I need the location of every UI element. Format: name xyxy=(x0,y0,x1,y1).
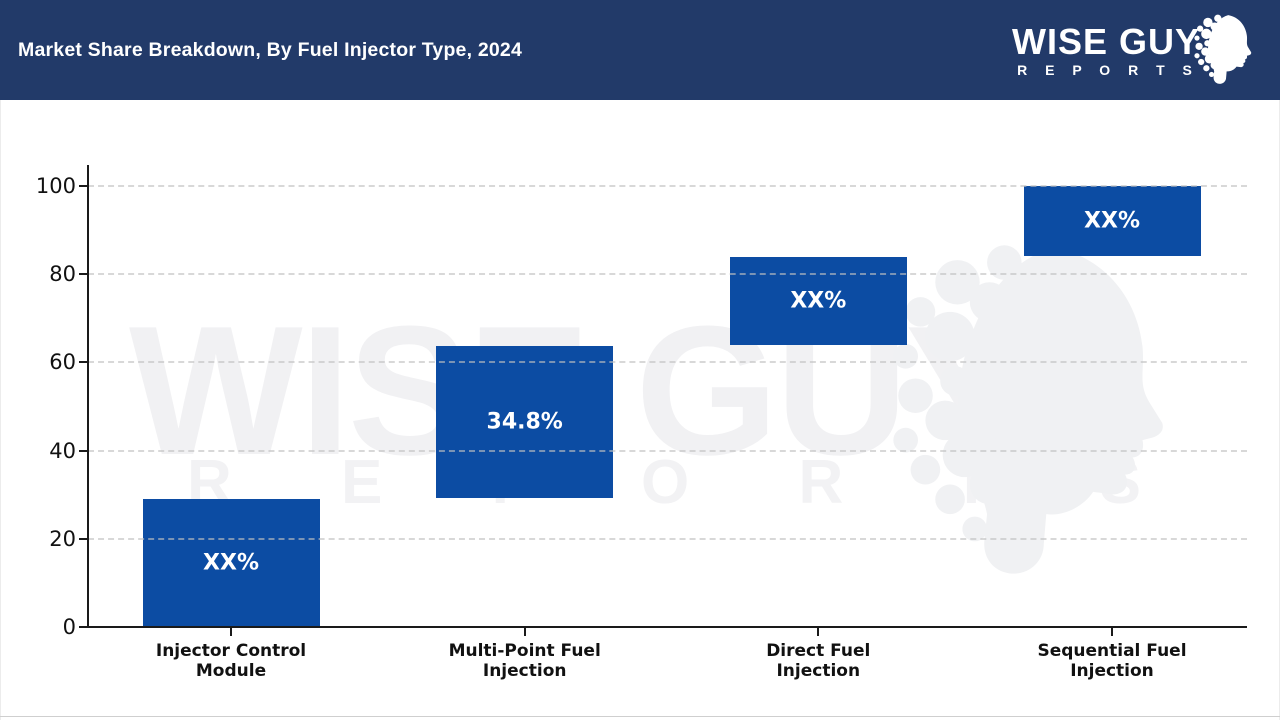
y-tick-label: 20 xyxy=(49,526,76,551)
x-axis-tick xyxy=(1111,628,1113,636)
y-axis-tick xyxy=(79,626,88,628)
gridline-60 xyxy=(88,361,1247,364)
category-label-line: Injection xyxy=(482,661,567,682)
bar-1 xyxy=(142,499,320,626)
category-label-2: Multi-Point Fuel Injection xyxy=(405,641,645,682)
bar-value-label: XX% xyxy=(790,288,847,314)
y-axis-line xyxy=(87,165,89,628)
x-axis-tick xyxy=(230,628,232,636)
bottom-divider xyxy=(0,716,1280,717)
y-axis-tick xyxy=(79,273,88,276)
category-label-line: Sequential Fuel xyxy=(1037,641,1187,661)
y-axis-tick xyxy=(79,361,88,364)
watermark-subtext: R E P O R T S xyxy=(187,448,1187,517)
y-axis-tick xyxy=(79,449,88,452)
chart-area: WISE GUY R E P O R T S XX% 34.8% XX% XX% 0 20… xyxy=(0,100,1280,720)
category-label-1: Injector Control Module xyxy=(111,641,351,682)
logo-subtitle: R E P O R T S xyxy=(1017,61,1199,78)
bar-3 xyxy=(729,256,907,345)
watermark-head-icon xyxy=(869,228,1189,598)
bar-value-label: XX% xyxy=(203,550,259,576)
category-label-4: Sequential Fuel Injection xyxy=(992,641,1232,682)
gridline-20 xyxy=(88,537,1247,540)
y-tick-label: 40 xyxy=(49,438,76,463)
bar-value-label: XX% xyxy=(1084,208,1140,234)
x-axis-tick xyxy=(817,628,820,636)
bar-4 xyxy=(1023,186,1201,256)
category-label-line: Multi-Point Fuel xyxy=(448,641,601,661)
y-axis-tick xyxy=(79,537,88,540)
y-tick-label: 0 xyxy=(62,615,76,639)
category-label-line: Direct Fuel xyxy=(766,641,871,661)
category-label-3: Direct Fuel Injection xyxy=(698,641,938,682)
header-bar: Market Share Breakdown, By Fuel Injector… xyxy=(0,0,1280,100)
x-axis-tick xyxy=(523,628,526,636)
x-axis-line xyxy=(87,626,1247,628)
y-tick-label: 100 xyxy=(35,174,76,198)
category-label-line: Injection xyxy=(776,661,861,682)
bar-2 xyxy=(436,345,614,499)
y-tick-label: 60 xyxy=(49,350,76,375)
y-tick-label: 80 xyxy=(49,262,76,287)
logo-text: WISE GUY R E P O R T S xyxy=(1011,20,1200,78)
chart-title: Market Share Breakdown, By Fuel Injector… xyxy=(18,38,523,61)
category-label-line: Module xyxy=(195,661,267,682)
wise-guy-logo: WISE GUY R E P O R T S xyxy=(1012,11,1260,89)
gridline-80 xyxy=(88,273,1247,276)
bar-value-label: 34.8% xyxy=(486,409,563,435)
category-label-line: Injection xyxy=(1070,661,1154,682)
logo-name: WISE GUY xyxy=(1011,20,1200,62)
category-label-line: Injector Control xyxy=(155,641,307,661)
y-axis-tick xyxy=(79,185,88,187)
gridline-40 xyxy=(88,449,1247,452)
gridline-100 xyxy=(88,185,1247,187)
